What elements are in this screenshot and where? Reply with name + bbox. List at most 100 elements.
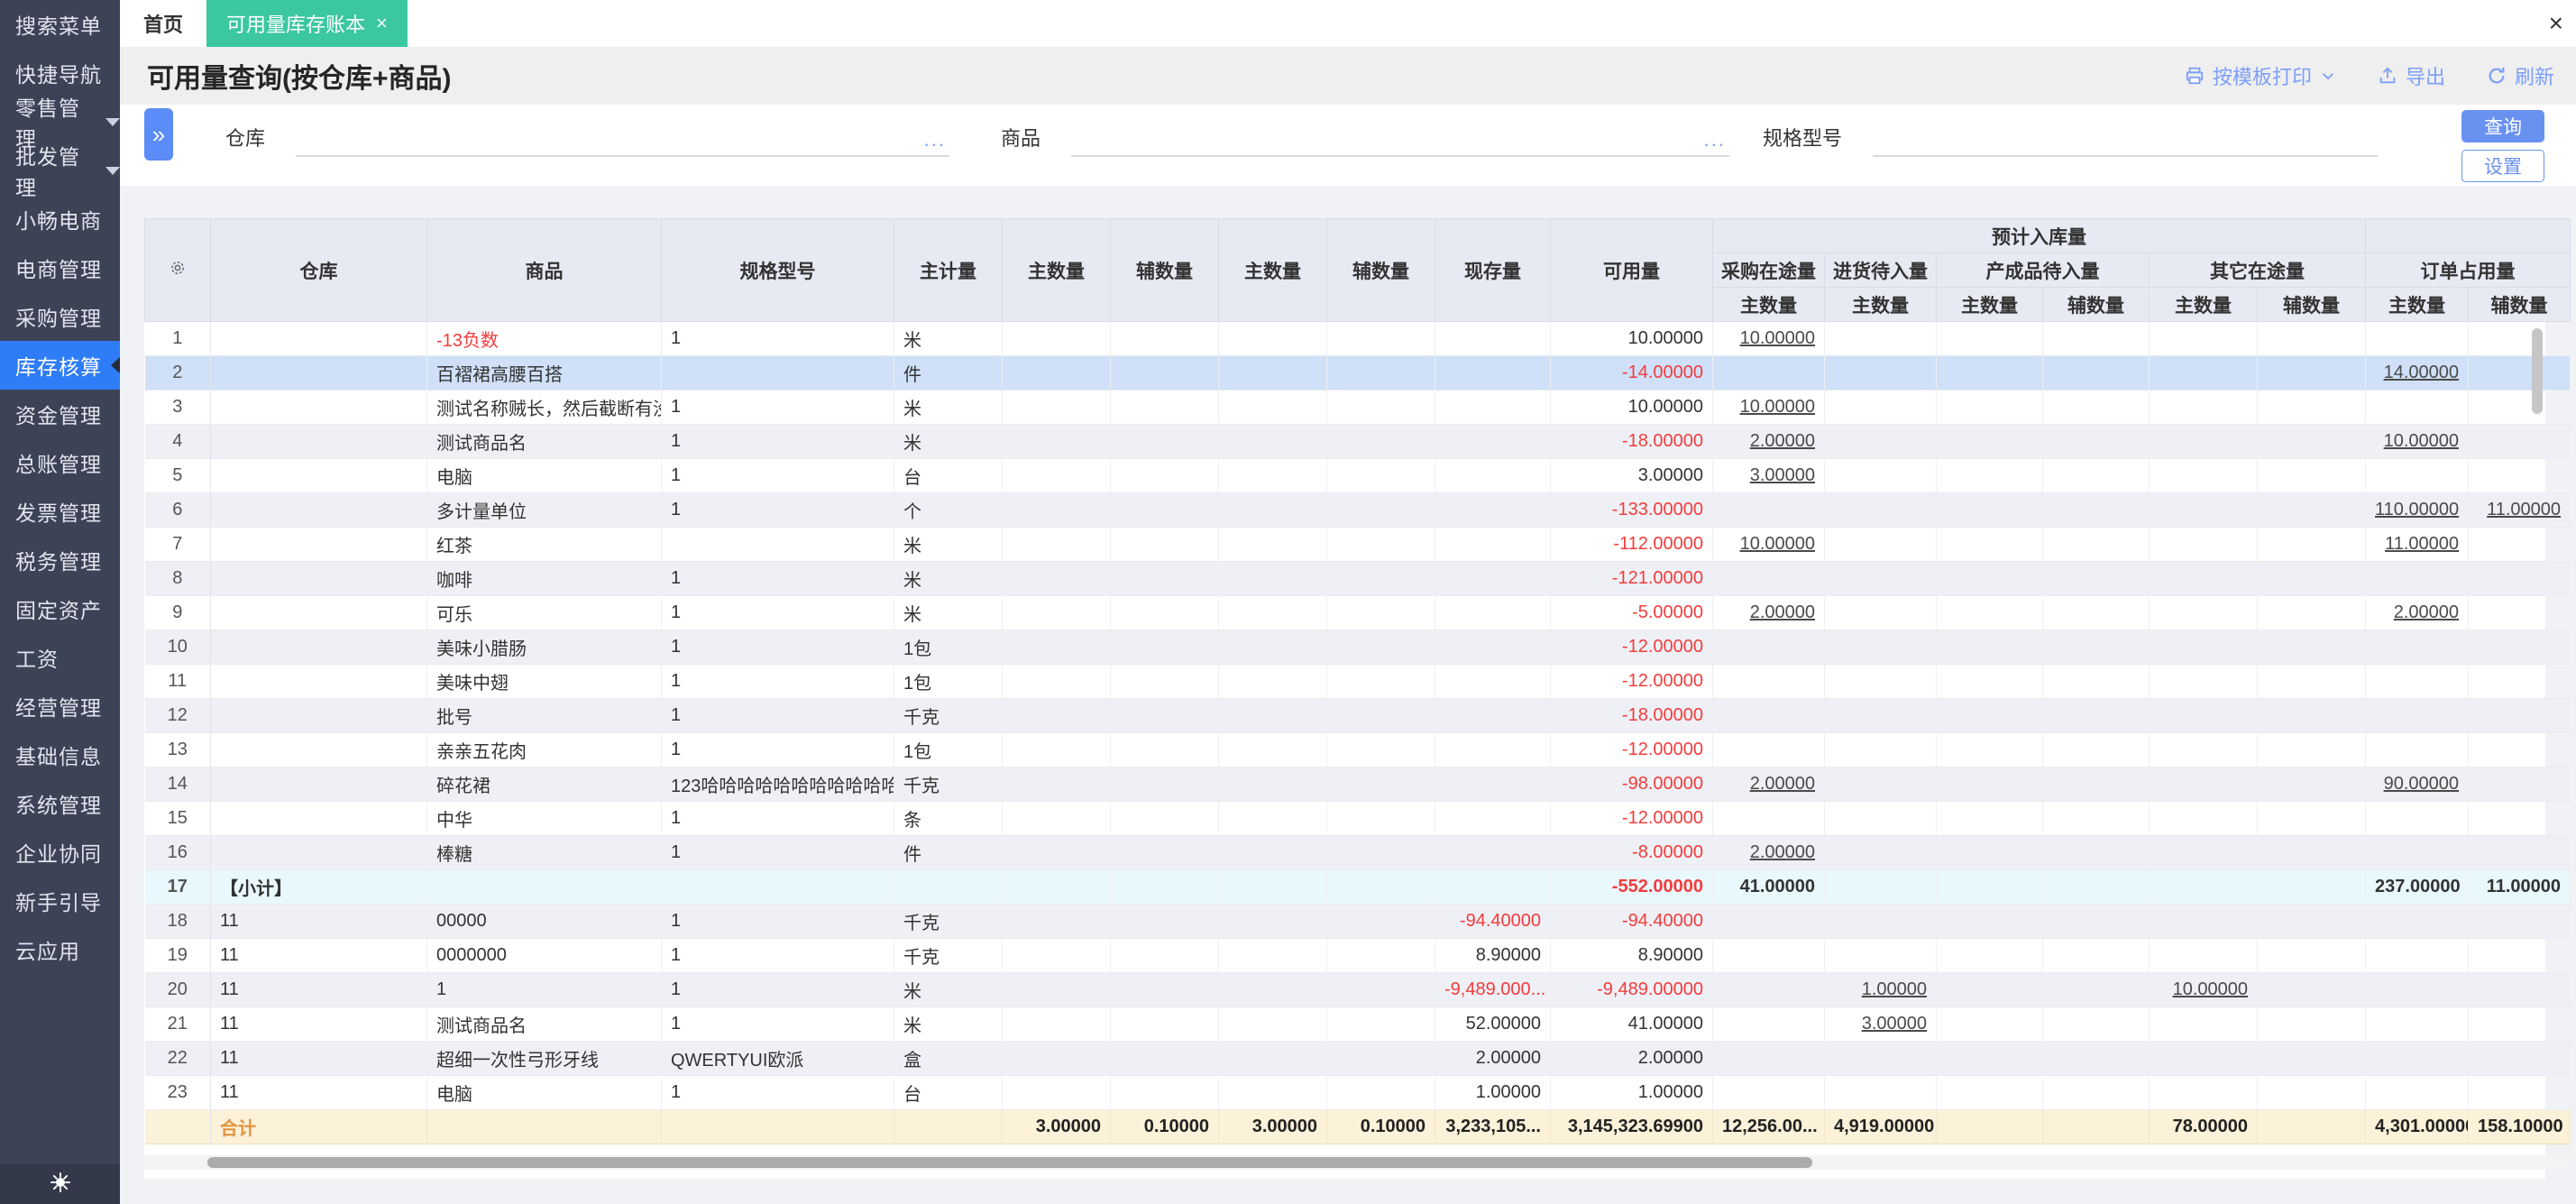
refresh-button[interactable]: 刷新	[2487, 61, 2554, 90]
warehouse-picker-ellipsis-icon[interactable]: ...	[923, 128, 947, 151]
header-sub-main-incoming[interactable]: 主数量	[1824, 287, 1937, 322]
sidebar-item-link[interactable]: 新手引导	[0, 877, 120, 925]
header-sub-aux-order[interactable]: 辅数量	[2468, 287, 2571, 322]
sidebar-item-link[interactable]: 企业协同	[0, 828, 120, 877]
tabbar-close-icon[interactable]: ×	[2548, 9, 2563, 37]
table-row[interactable]: 15 中华 1 条 -12.00000	[144, 801, 2571, 836]
sidebar-item-link[interactable]: 发票管理	[0, 487, 120, 536]
sidebar-item-active[interactable]: 库存核算	[0, 341, 120, 390]
header-qty-aux-1[interactable]: 辅数量	[1110, 218, 1219, 322]
horizontal-scrollbar-thumb[interactable]	[207, 1157, 1812, 1168]
table-row[interactable]: 7 红茶 米 -112.00000 10.00000 11.00000	[144, 527, 2571, 562]
cell-order_main[interactable]: 90.00000	[2365, 767, 2470, 802]
column-settings-gear-icon[interactable]	[144, 218, 211, 322]
table-row[interactable]: 17 【小计】 -552.00000 41.00000 237.00000 11.0000…	[144, 869, 2571, 905]
header-order-occupied[interactable]: 订单占用量	[2365, 253, 2571, 288]
cell-order_main[interactable]: 11.00000	[2365, 527, 2470, 562]
table-row[interactable]: 12 批号 1 千克 -18.00000	[144, 698, 2571, 733]
table-row[interactable]: 3 测试名称贼长，然后截断有没... 1 米 10.00000 10.00000	[144, 390, 2571, 425]
print-by-template-button[interactable]: 按模板打印	[2185, 61, 2336, 90]
header-spec[interactable]: 规格型号	[661, 218, 894, 322]
cell-purchase_main[interactable]: 10.00000	[1712, 390, 1825, 425]
table-row[interactable]: 1 -13负数 1 米 10.00000 10.00000	[144, 321, 2571, 356]
header-sub-main-purchase[interactable]: 主数量	[1712, 287, 1825, 322]
table-row[interactable]: 8 咖啡 1 米 -121.00000	[144, 561, 2571, 596]
cell-purchase_main[interactable]: 2.00000	[1712, 595, 1825, 630]
tab-close-icon[interactable]: ×	[376, 12, 388, 34]
vertical-scrollbar-thumb[interactable]	[2532, 328, 2543, 414]
sidebar-item-link[interactable]: 工资	[0, 633, 120, 682]
header-sub-main-finished[interactable]: 主数量	[1936, 287, 2043, 322]
table-row[interactable]: 6 多计量单位 1 个 -133.00000 110.00000 11.00000	[144, 492, 2571, 528]
sidebar-item-link[interactable]: 经营管理	[0, 682, 120, 731]
gear-icon[interactable]	[50, 1172, 71, 1198]
table-row[interactable]: 21 11 测试商品名 1 米 52.00000 41.00000 3.00000	[144, 1006, 2571, 1042]
cell-purchase_main[interactable]: 2.00000	[1712, 424, 1825, 459]
sidebar-item-link[interactable]: 批发管理	[0, 145, 120, 199]
table-row[interactable]: 2 百褶裙高腰百搭 件 -14.00000 14.00000	[144, 355, 2571, 391]
cell-purchase_main[interactable]: 2.00000	[1712, 767, 1825, 802]
cell-other_main[interactable]: 10.00000	[2149, 972, 2258, 1007]
cell-order_main[interactable]: 10.00000	[2365, 424, 2470, 459]
table-row[interactable]: 23 11 电脑 1 台 1.00000 1.00000	[144, 1075, 2571, 1110]
header-sub-main-order[interactable]: 主数量	[2365, 287, 2470, 322]
header-on-hand[interactable]: 现存量	[1435, 218, 1551, 322]
header-incoming-pending[interactable]: 进货待入量	[1824, 253, 1937, 288]
sidebar-item-link[interactable]: 快捷导航	[0, 49, 120, 97]
sidebar-item-link[interactable]: 资金管理	[0, 390, 120, 438]
table-row[interactable]: 11 美味中翅 1 1包 -12.00000	[144, 664, 2571, 699]
header-purchase-transit[interactable]: 采购在途量	[1712, 253, 1825, 288]
table-row[interactable]: 14 碎花裙 123哈哈哈哈哈哈哈哈哈哈哈... 千克 -98.00000 2.00000…	[144, 767, 2571, 802]
sidebar-item-link[interactable]: 小畅电商	[0, 195, 120, 244]
table-row[interactable]: 4 测试商品名 1 米 -18.00000 2.00000 10.00000	[144, 424, 2571, 459]
cell-purchase_main[interactable]: 10.00000	[1712, 321, 1825, 356]
cell-purchase_main[interactable]: 3.00000	[1712, 458, 1825, 493]
header-unit[interactable]: 主计量	[894, 218, 1003, 322]
cell-incoming_main[interactable]: 3.00000	[1824, 1006, 1937, 1042]
header-qty-aux-2[interactable]: 辅数量	[1326, 218, 1435, 322]
sidebar-item-link[interactable]: 固定资产	[0, 584, 120, 633]
sidebar-item-link[interactable]: 电商管理	[0, 244, 120, 292]
export-button[interactable]: 导出	[2378, 61, 2445, 90]
spec-input[interactable]	[1873, 121, 2379, 157]
collapse-filters-button[interactable]: »	[144, 108, 173, 161]
table-row[interactable]: 9 可乐 1 米 -5.00000 2.00000 2.00000	[144, 595, 2571, 630]
query-button[interactable]: 查询	[2461, 110, 2544, 142]
cell-incoming_main[interactable]: 1.00000	[1824, 972, 1937, 1007]
warehouse-input[interactable]: ...	[296, 121, 950, 157]
table-row[interactable]: 20 11 1 1 米 -9,489.000... -9,489.00000 1.00000 1…	[144, 972, 2571, 1007]
product-picker-ellipsis-icon[interactable]: ...	[1703, 128, 1727, 151]
header-product[interactable]: 商品	[426, 218, 662, 322]
header-finished-goods-pending[interactable]: 产成品待入量	[1936, 253, 2150, 288]
tab-active[interactable]: 可用量库存账本 ×	[206, 0, 408, 47]
table-row[interactable]: 13 亲亲五花肉 1 1包 -12.00000	[144, 732, 2571, 767]
tab-home[interactable]: 首页	[143, 14, 184, 36]
cell-purchase_main[interactable]: 10.00000	[1712, 527, 1825, 562]
table-row[interactable]: 10 美味小腊肠 1 1包 -12.00000	[144, 630, 2571, 665]
header-other-transit[interactable]: 其它在途量	[2148, 253, 2367, 288]
header-qty-main-2[interactable]: 主数量	[1218, 218, 1327, 322]
header-qty-main-1[interactable]: 主数量	[1002, 218, 1111, 322]
header-sub-aux-other[interactable]: 辅数量	[2256, 287, 2367, 322]
sidebar-item-link[interactable]: 总账管理	[0, 438, 120, 487]
sidebar-item-link[interactable]: 搜索菜单	[0, 0, 120, 49]
table-row[interactable]: 19 11 0000000 1 千克 8.90000 8.90000	[144, 938, 2571, 973]
sidebar-item-link[interactable]: 云应用	[0, 925, 120, 974]
cell-order_main[interactable]: 110.00000	[2365, 492, 2470, 528]
horizontal-scrollbar[interactable]	[144, 1155, 2570, 1170]
settings-button[interactable]: 设置	[2461, 150, 2544, 182]
table-row[interactable]: 16 棒糖 1 件 -8.00000 2.00000	[144, 835, 2571, 870]
table-row[interactable]: 22 11 超细一次性弓形牙线 QWERTYUI欧派盒 2.00000 2.00000	[144, 1041, 2571, 1076]
header-warehouse[interactable]: 仓库	[210, 218, 427, 322]
header-available[interactable]: 可用量	[1550, 218, 1713, 322]
cell-order_main[interactable]: 14.00000	[2365, 355, 2470, 391]
sidebar-item-link[interactable]: 基础信息	[0, 731, 120, 779]
cell-order_main[interactable]: 2.00000	[2365, 595, 2470, 630]
header-sub-aux-finished[interactable]: 辅数量	[2042, 287, 2150, 322]
table-row[interactable]: 5 电脑 1 台 3.00000 3.00000	[144, 458, 2571, 493]
header-sub-main-other[interactable]: 主数量	[2149, 287, 2258, 322]
cell-order_aux[interactable]: 11.00000	[2468, 492, 2571, 528]
sidebar-item-link[interactable]: 零售管理	[0, 97, 120, 151]
table-row[interactable]: 18 11 00000 1 千克 -94.40000 -94.40000	[144, 904, 2571, 939]
sidebar-item-link[interactable]: 系统管理	[0, 779, 120, 828]
